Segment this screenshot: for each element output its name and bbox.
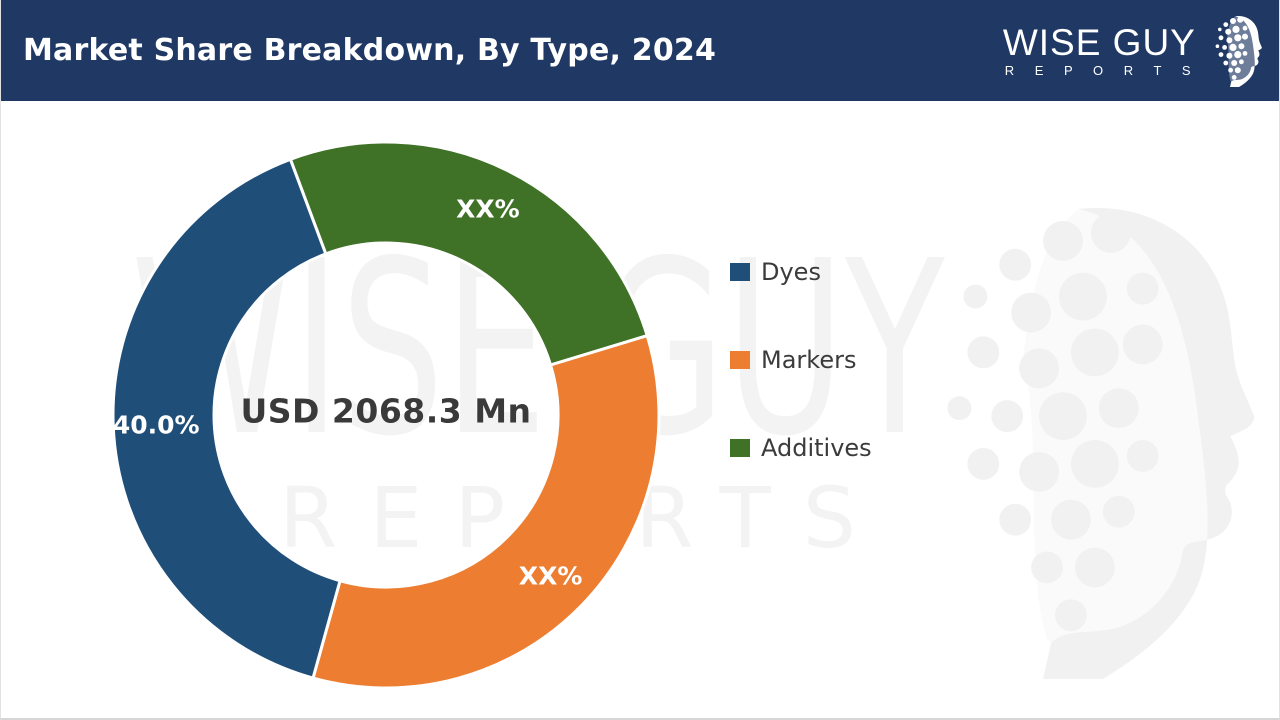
legend-swatch-dyes: [730, 263, 750, 281]
logo-subtitle: R E P O R T S: [1004, 63, 1199, 78]
donut-chart: [111, 140, 661, 690]
legend-label-dyes: Dyes: [761, 258, 821, 286]
slice-percent-label-markers: XX%: [518, 561, 583, 591]
legend-swatch-additives: [730, 439, 750, 457]
legend-item-dyes[interactable]: Dyes: [730, 260, 872, 284]
wise-guy-logo: WISE GUY R E P O R T S: [1000, 10, 1263, 92]
donut-slice-dyes[interactable]: [111, 157, 342, 680]
donut-slice-markers[interactable]: [311, 333, 661, 690]
logo-text: WISE GUY R E P O R T S: [1000, 24, 1199, 77]
chart-center-value: USD 2068.3 Mn: [240, 391, 532, 431]
page-title: Market Share Breakdown, By Type, 2024: [23, 33, 717, 68]
logo-wordmark: WISE GUY: [1002, 22, 1196, 63]
legend-label-markers: Markers: [761, 346, 857, 374]
header-bar: Market Share Breakdown, By Type, 2024 WI…: [1, 0, 1279, 101]
legend-label-additives: Additives: [761, 434, 872, 462]
chart-legend: Dyes Markers Additives: [730, 260, 872, 524]
slice-percent-label-additives: XX%: [456, 194, 520, 224]
slice-percent-label-dyes: 40.0%: [112, 410, 200, 440]
legend-swatch-markers: [730, 351, 750, 369]
legend-item-additives[interactable]: Additives: [730, 436, 872, 460]
donut-slice-additives[interactable]: [288, 140, 650, 367]
legend-item-markers[interactable]: Markers: [730, 348, 872, 372]
